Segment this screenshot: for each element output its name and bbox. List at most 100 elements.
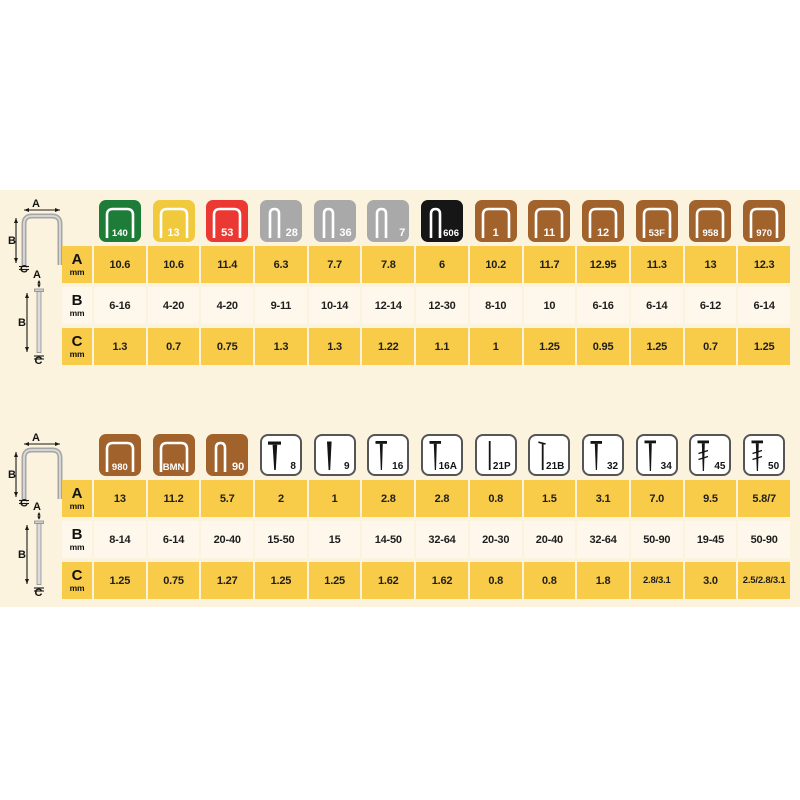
- value-cell: 1: [308, 480, 361, 517]
- value-cell: 6-12: [684, 287, 737, 324]
- nail-icon: 16: [367, 434, 410, 476]
- staple-wide-icon: 140: [98, 200, 141, 242]
- value-cell: 4-20: [201, 287, 254, 324]
- column-icon-958: 958: [685, 200, 737, 242]
- column-icon-53F: 53F: [631, 200, 683, 242]
- value-cell: 12-14: [362, 287, 415, 324]
- column-icon-8: 8: [255, 434, 307, 476]
- value-cell: 1.25: [738, 328, 790, 365]
- nail-icon: 9: [313, 434, 356, 476]
- value-cell: 2.8/3.1: [630, 562, 683, 599]
- value-cell: 1.25: [308, 562, 361, 599]
- nail-dimension-diagram: [17, 268, 61, 364]
- value-cell: 9-11: [255, 287, 307, 324]
- staple-wide-icon: 958: [689, 200, 732, 242]
- staple-narrow-icon: 90: [206, 434, 249, 476]
- value-cell: 13: [94, 480, 146, 517]
- value-cell: 6.3: [255, 246, 307, 283]
- staple-dimension-diagram: [8, 431, 68, 507]
- staple-wide-icon: 53F: [635, 200, 678, 242]
- value-cell: 10.2: [469, 246, 522, 283]
- value-cell: 5.7: [201, 480, 254, 517]
- value-cell: 10-14: [308, 287, 361, 324]
- icon-row: 980 BMN 90 8 9 16 16A 21P 21B 32 34 45 5…: [62, 434, 790, 476]
- column-icon-7: 7: [362, 200, 414, 242]
- column-icon-980: 980: [94, 434, 146, 476]
- value-cell: 1.8: [577, 562, 629, 599]
- value-cell: 0.7: [684, 328, 737, 365]
- value-cell: 32-64: [577, 521, 629, 558]
- value-cell: 0.8: [469, 562, 522, 599]
- nail-icon: 21P: [474, 434, 517, 476]
- value-cell: 3.0: [684, 562, 737, 599]
- column-icon-34: 34: [631, 434, 683, 476]
- staple-narrow-icon: 36: [313, 200, 356, 242]
- value-cell: 5.8/7: [738, 480, 790, 517]
- icon-row: 140 13 53 28 36 7 606 1 11 12 53F 958 97…: [62, 200, 790, 242]
- column-icon-606: 606: [416, 200, 468, 242]
- value-cell: 2.5/2.8/3.1: [738, 562, 790, 599]
- value-cell: 1.5: [523, 480, 576, 517]
- staple-dimension-diagram: [8, 197, 68, 273]
- value-cell: 1.27: [201, 562, 254, 599]
- nail-icon: 8: [259, 434, 302, 476]
- staple-narrow-icon: 28: [259, 200, 302, 242]
- staple-narrow-icon: 606: [420, 200, 463, 242]
- column-icon-21P: 21P: [470, 434, 522, 476]
- staple-wide-icon: 13: [152, 200, 195, 242]
- value-cell: 4-20: [147, 287, 200, 324]
- nail-icon: 32: [582, 434, 625, 476]
- value-cell: 0.75: [201, 328, 254, 365]
- value-cell: 11.2: [147, 480, 200, 517]
- value-cell: 32-64: [416, 521, 468, 558]
- value-cell: 14-50: [362, 521, 415, 558]
- value-cell: 0.75: [147, 562, 200, 599]
- value-cell: 11.7: [523, 246, 576, 283]
- value-cell: 50-90: [738, 521, 790, 558]
- column-icon-16A: 16A: [416, 434, 468, 476]
- value-cell: 9.5: [684, 480, 737, 517]
- value-cell: 1.25: [630, 328, 683, 365]
- value-cell: 19-45: [684, 521, 737, 558]
- staple-nail-size-table-bottom: 980 BMN 90 8 9 16 16A 21P 21B 32 34 45 5…: [62, 434, 790, 603]
- column-icon-12: 12: [577, 200, 629, 242]
- nail-icon: 21B: [528, 434, 571, 476]
- value-cell: 6-14: [147, 521, 200, 558]
- value-cell: 2.8: [362, 480, 415, 517]
- column-icon-BMN: BMN: [148, 434, 200, 476]
- column-icon-45: 45: [685, 434, 737, 476]
- value-cell: 2: [255, 480, 307, 517]
- value-cell: 6-16: [94, 287, 146, 324]
- column-icon-9: 9: [309, 434, 361, 476]
- value-cell: 1.3: [255, 328, 307, 365]
- value-cell: 12.95: [577, 246, 629, 283]
- column-icon-32: 32: [577, 434, 629, 476]
- value-cell: 1.1: [416, 328, 468, 365]
- value-cell: 1.3: [308, 328, 361, 365]
- value-cell: 8-10: [469, 287, 522, 324]
- column-icon-1: 1: [470, 200, 522, 242]
- staple-size-table-top: 140 13 53 28 36 7 606 1 11 12 53F 958 97…: [62, 200, 790, 369]
- column-icon-970: 970: [738, 200, 790, 242]
- value-cell: 0.8: [469, 480, 522, 517]
- value-cell: 13: [684, 246, 737, 283]
- staple-wide-icon: 11: [528, 200, 571, 242]
- staple-wide-icon: 53: [206, 200, 249, 242]
- value-cell: 3.1: [577, 480, 629, 517]
- nail-icon: 50: [743, 434, 786, 476]
- column-icon-140: 140: [94, 200, 146, 242]
- nail-dimension-diagram: [17, 500, 61, 596]
- value-cell: 10.6: [147, 246, 200, 283]
- nail-icon: 16A: [420, 434, 463, 476]
- column-icon-36: 36: [309, 200, 361, 242]
- value-cell: 6-14: [738, 287, 790, 324]
- nail-icon: 34: [635, 434, 678, 476]
- value-cell: 6: [416, 246, 468, 283]
